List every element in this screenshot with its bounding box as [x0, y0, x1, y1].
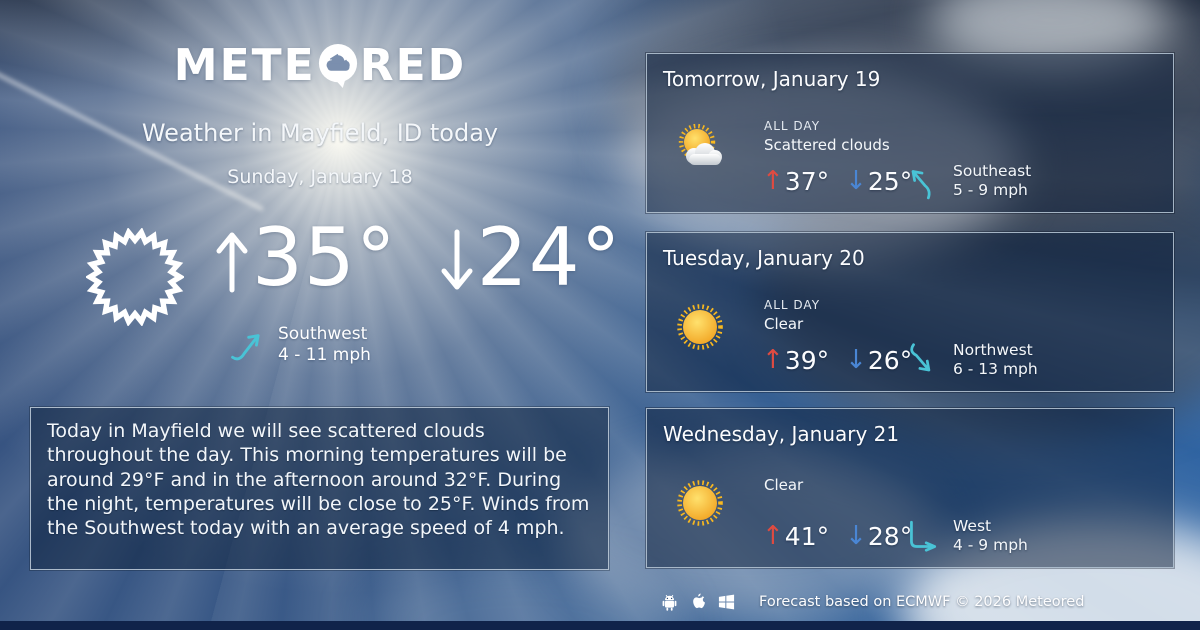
wind-speed: 5 - 9 mph [953, 180, 1028, 199]
today-high: 35° [212, 218, 397, 298]
low-value: 25° [867, 166, 913, 196]
sun-outline-icon [86, 228, 184, 326]
period-label: ALL DAY [764, 119, 821, 133]
low-value: 28° [867, 521, 913, 551]
cloud-bubble-icon [318, 43, 357, 88]
high-value: 37° [784, 166, 830, 196]
forecast-card-wednesday[interactable]: Wednesday, January 21 Clear ↑ 41° ↓ 28° … [646, 408, 1174, 568]
logo-text-post: RED [359, 40, 467, 91]
wind-direction: West [953, 517, 992, 535]
card-wind: West 4 - 9 mph [903, 517, 1028, 555]
today-panel: METE RED Weather in Mayfield, ID today S… [0, 0, 640, 188]
card-title: Tuesday, January 20 [663, 246, 865, 270]
apple-icon[interactable] [690, 593, 705, 611]
today-high-value: 35° [252, 211, 397, 304]
arrow-down-icon [441, 229, 473, 290]
today-summary-text: Today in Mayfield we will see scattered … [47, 420, 590, 540]
footer: Forecast based on ECMWF © 2026 Meteored [662, 593, 1084, 611]
arrow-down-icon: ↓ [845, 345, 867, 375]
arrow-up-icon [216, 232, 248, 293]
forecast-card-tomorrow[interactable]: Tomorrow, January 19 ALL DAY Scattered c… [646, 53, 1174, 213]
high-value: 39° [784, 345, 830, 375]
arrow-up-icon: ↑ [762, 166, 784, 196]
arrow-up-icon: ↑ [762, 521, 784, 551]
wind-direction: Southeast [953, 162, 1032, 180]
condition-label: Clear [764, 476, 804, 494]
card-title: Wednesday, January 21 [663, 422, 900, 446]
logo-text-pre: METE [173, 40, 316, 91]
wind-direction-icon [911, 170, 931, 200]
low-value: 26° [867, 345, 913, 375]
arrow-up-icon: ↑ [762, 345, 784, 375]
card-wind: Northwest 6 - 13 mph [903, 341, 1038, 379]
page-date: Sunday, January 18 [227, 166, 413, 188]
sun-cloud-icon [678, 123, 722, 165]
card-temperatures: ↑ 37° ↓ 25° [762, 166, 912, 196]
today-wind-direction: Southwest [278, 324, 368, 344]
condition-label: Scattered clouds [764, 136, 890, 154]
meteored-logo[interactable]: METE RED [174, 40, 466, 91]
attribution-text: Forecast based on ECMWF © 2026 Meteored [759, 594, 1085, 610]
card-temperatures: ↑ 39° ↓ 26° [762, 345, 912, 375]
arrow-down-icon: ↓ [845, 521, 867, 551]
bottom-navy-bar [0, 621, 1200, 630]
sun-icon [677, 304, 723, 350]
arrow-down-icon: ↓ [845, 166, 867, 196]
wind-direction-icon [910, 343, 931, 372]
card-wind: Southeast 5 - 9 mph [903, 162, 1031, 200]
high-value: 41° [784, 521, 830, 551]
today-wind: Southwest 4 - 11 mph [227, 324, 371, 365]
today-summary-box: Today in Mayfield we will see scattered … [30, 407, 609, 570]
wind-direction-icon [231, 334, 260, 361]
condition-label: Clear [764, 315, 804, 333]
forecast-card-tuesday[interactable]: Tuesday, January 20 ALL DAY Clear ↑ 39° … [646, 232, 1174, 392]
card-title: Tomorrow, January 19 [663, 67, 881, 91]
android-icon[interactable] [662, 594, 677, 611]
page-title: Weather in Mayfield, ID today [141, 119, 499, 147]
card-temperatures: ↑ 41° ↓ 28° [762, 521, 912, 551]
wind-direction-icon [910, 520, 937, 552]
wind-speed: 4 - 9 mph [953, 535, 1028, 554]
wind-direction: Northwest [953, 341, 1033, 359]
today-low: 24° [437, 218, 622, 298]
period-label: ALL DAY [764, 298, 821, 312]
windows-icon[interactable] [718, 594, 735, 610]
today-wind-speed: 4 - 11 mph [278, 344, 371, 365]
wind-speed: 6 - 13 mph [953, 359, 1038, 378]
sun-icon [677, 480, 723, 526]
today-temperatures: 35° 24° [212, 218, 622, 298]
today-low-value: 24° [476, 211, 622, 304]
